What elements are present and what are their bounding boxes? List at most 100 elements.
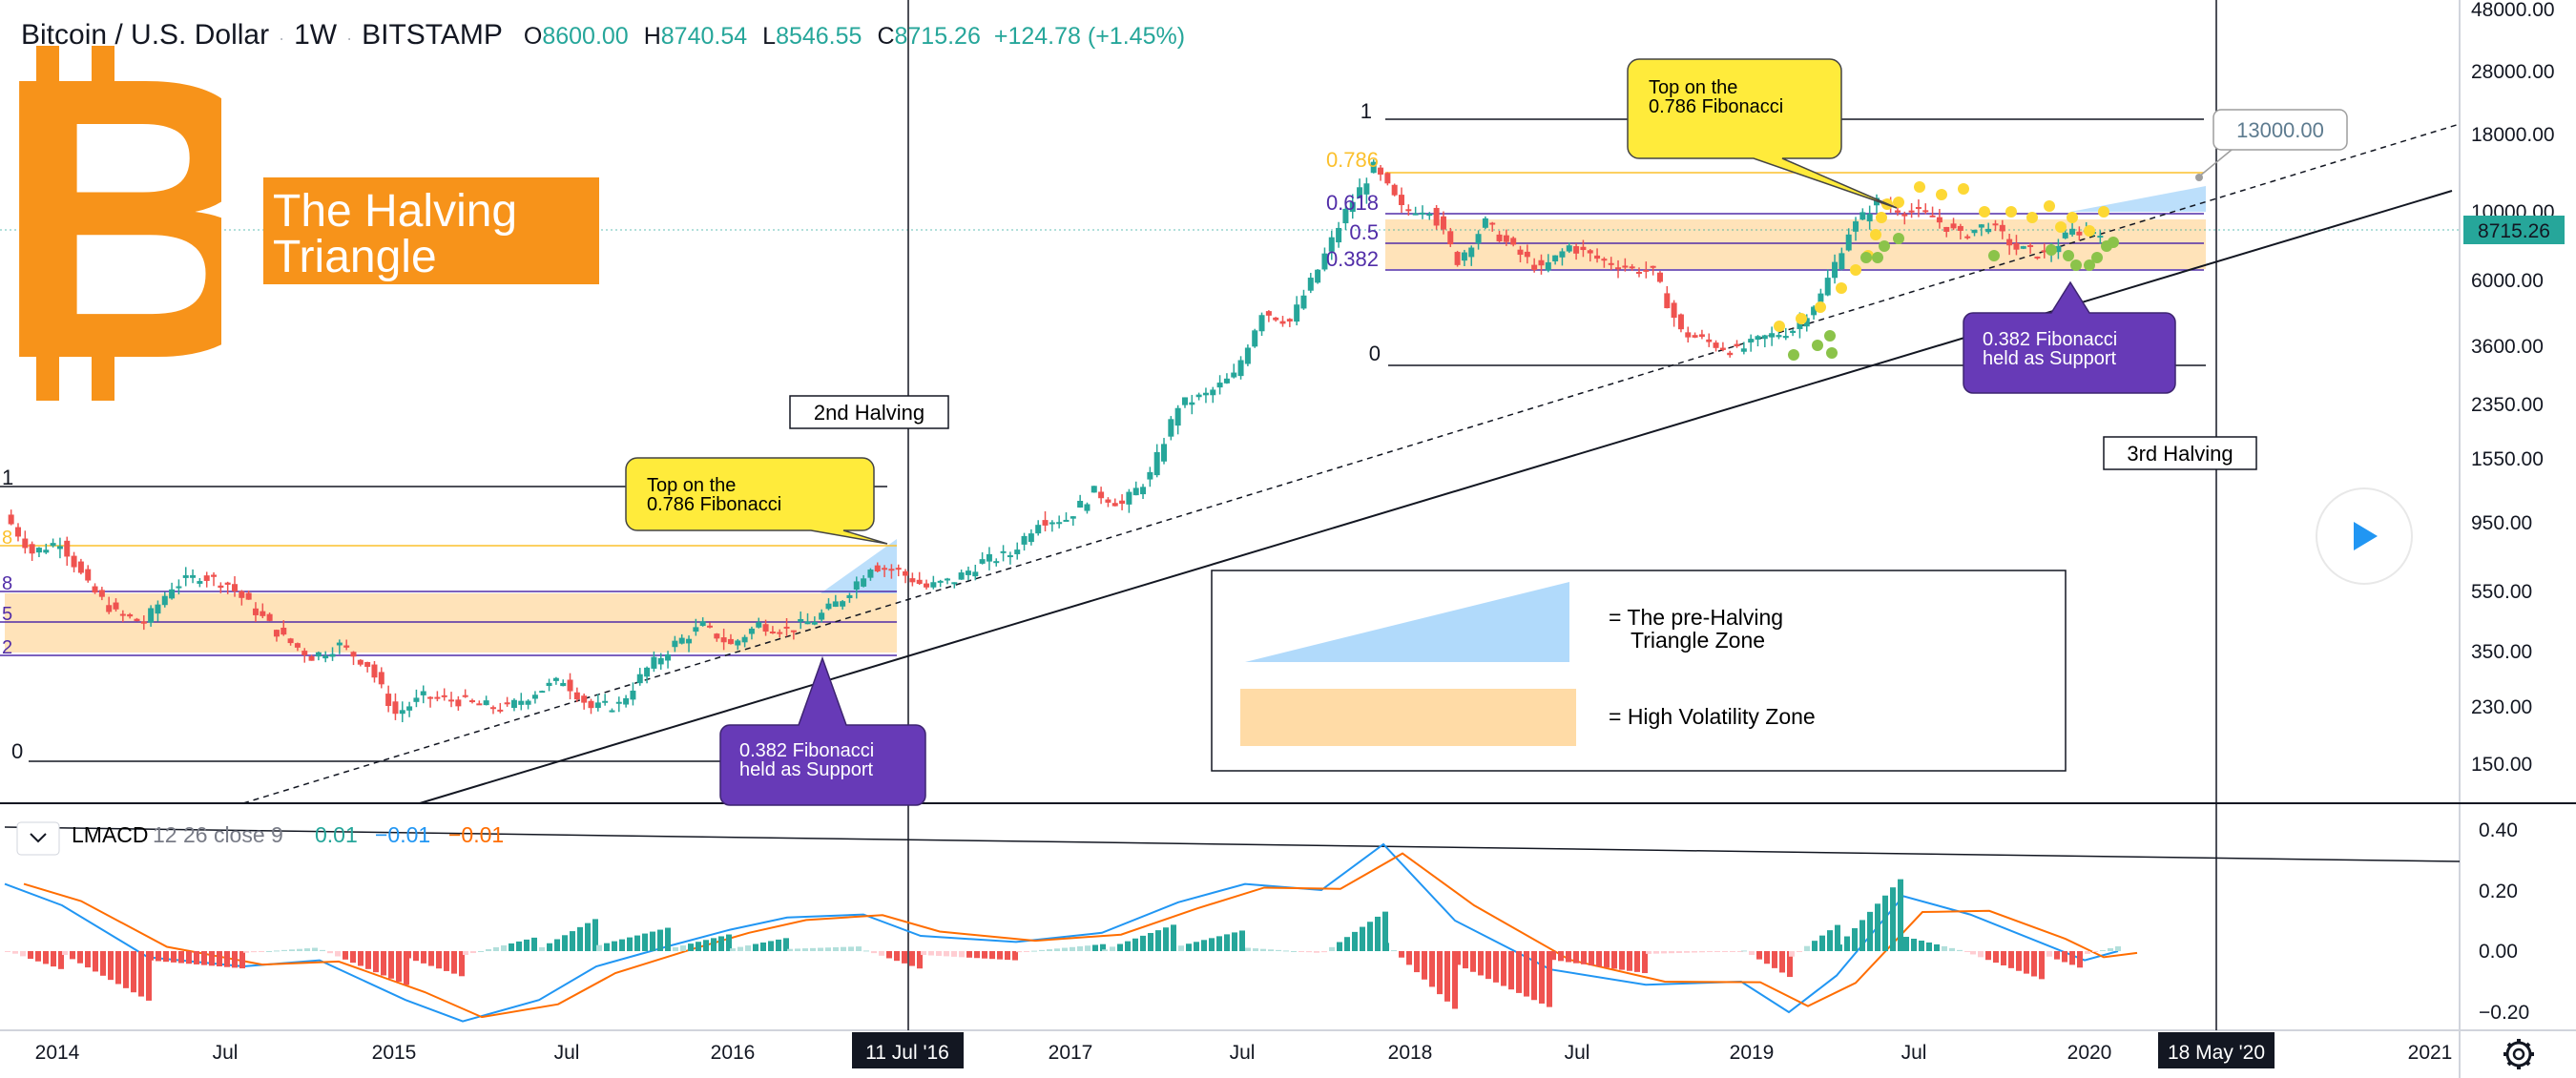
signal-dot-yellow [1796, 313, 1807, 324]
bitcoin-logo: B [0, 38, 221, 401]
candle-body [1692, 335, 1698, 338]
title-line-1: The Halving [273, 186, 518, 237]
time-axis[interactable]: 2014Jul2015Jul2016Jul2017Jul2018Jul2019J… [35, 1042, 2453, 1064]
macd-histogram-bar [217, 951, 222, 967]
candle-body [1077, 500, 1084, 508]
macd-histogram-bar [959, 951, 965, 958]
macd-histogram-bar [1604, 951, 1610, 968]
macd-histogram-bar [2001, 951, 2006, 965]
candle-body [413, 697, 420, 702]
interval[interactable]: 1W [294, 19, 338, 51]
candle-body [630, 690, 636, 700]
signal-dot-yellow [1979, 206, 1990, 218]
macd-histogram-bar [856, 946, 862, 951]
macd-histogram-bar [902, 951, 907, 964]
symbol-name[interactable]: Bitcoin / U.S. Dollar [21, 19, 270, 51]
macd-histogram-bar [982, 951, 987, 959]
macd-histogram-bar [1132, 938, 1138, 951]
macd-collapse-button[interactable] [16, 821, 60, 856]
candle-body [1063, 519, 1070, 522]
macd-histogram-bar [585, 923, 591, 951]
macd-panel [4, 842, 2138, 1023]
candle-body [315, 652, 322, 657]
macd-histogram-bar [281, 949, 287, 951]
fib-left-5: 5 [2, 604, 12, 625]
candle-body [993, 561, 1000, 564]
macd-histogram-bar [501, 944, 507, 951]
signal-dot-yellow [1958, 183, 1969, 195]
macd-histogram-bar [186, 951, 192, 964]
macd-histogram-bar [1201, 940, 1207, 951]
candle-body [804, 621, 811, 625]
candle-body [455, 699, 462, 707]
macd-histogram-bar [1714, 951, 1720, 952]
macd-histogram-bar [1867, 911, 1873, 951]
macd-histogram-bar [554, 939, 560, 951]
candle-body [357, 659, 364, 665]
macd-histogram-bar [1062, 947, 1068, 951]
candle-body [106, 605, 113, 612]
candle-body [350, 652, 357, 657]
macd-histogram-bar [209, 951, 215, 966]
candle-body [43, 549, 50, 553]
candle-body [239, 591, 245, 598]
signal-dot-yellow [2044, 200, 2055, 212]
signal-dot-green [2070, 259, 2082, 271]
macd-histogram-bar [509, 943, 514, 951]
macd-histogram-bar [1934, 943, 1940, 951]
candle-body [944, 578, 950, 581]
macd-histogram-bar [1276, 949, 1281, 951]
candle-body [371, 664, 378, 678]
candle-body [2027, 244, 2034, 247]
macd-histogram-bar [1429, 951, 1435, 987]
macd-histogram-bar [833, 946, 839, 951]
candle-body [155, 604, 161, 614]
candle-body [819, 612, 825, 620]
macd-histogram-bar [201, 951, 207, 965]
macd-histogram-bar [1819, 935, 1825, 951]
signal-dot-yellow [1870, 229, 1881, 240]
macd-histogram-bar [974, 951, 980, 959]
exchange[interactable]: BITSTAMP [362, 19, 503, 51]
gear-icon[interactable] [2503, 1039, 2534, 1069]
macd-histogram-bar [1827, 930, 1833, 951]
signal-dot-yellow [1876, 212, 1887, 223]
macd-histogram-bar [1882, 895, 1888, 951]
macd-histogram-bar [1646, 951, 1652, 954]
candle-body [958, 572, 965, 580]
volatility-zone-right [1385, 219, 2206, 269]
candle-body [1734, 343, 1740, 347]
macd-histogram-bar [335, 951, 341, 957]
macd-scale[interactable]: 0.40 0.20 0.00 −0.20 [2479, 819, 2529, 1024]
signal-dot-yellow [1774, 321, 1785, 332]
macd-histogram-bar [343, 951, 348, 960]
candle-body [972, 571, 979, 577]
macd-histogram-bar [1399, 951, 1404, 958]
candle-body [182, 575, 189, 578]
price-tick-label: 550.00 [2471, 581, 2532, 603]
candle-body [930, 582, 937, 588]
macd-histogram-bar [1779, 951, 1785, 973]
macd-histogram-bar [1367, 922, 1373, 951]
bitcoin-bar-bottom [36, 353, 59, 401]
candle-body [1328, 237, 1335, 252]
candle-body [1070, 516, 1076, 519]
price-tick-label: 48000.00 [2471, 0, 2555, 21]
candle-body [937, 580, 944, 583]
candle-body [1021, 535, 1028, 545]
candle-body [2013, 243, 2020, 250]
signal-dot-green [1788, 349, 1799, 361]
candle-body [1244, 347, 1251, 364]
fib-right-382: 0.382 [1326, 247, 1379, 271]
candle-body [148, 608, 155, 623]
macd-histogram-bar [123, 951, 129, 988]
macd-histogram-bar [1306, 951, 1312, 953]
candle-body [1601, 259, 1608, 261]
candle-body [665, 653, 672, 661]
macd-histogram-bar [43, 951, 49, 964]
candle-body [657, 657, 664, 665]
macd-histogram-bar [768, 941, 774, 951]
candle-body [1853, 221, 1859, 232]
